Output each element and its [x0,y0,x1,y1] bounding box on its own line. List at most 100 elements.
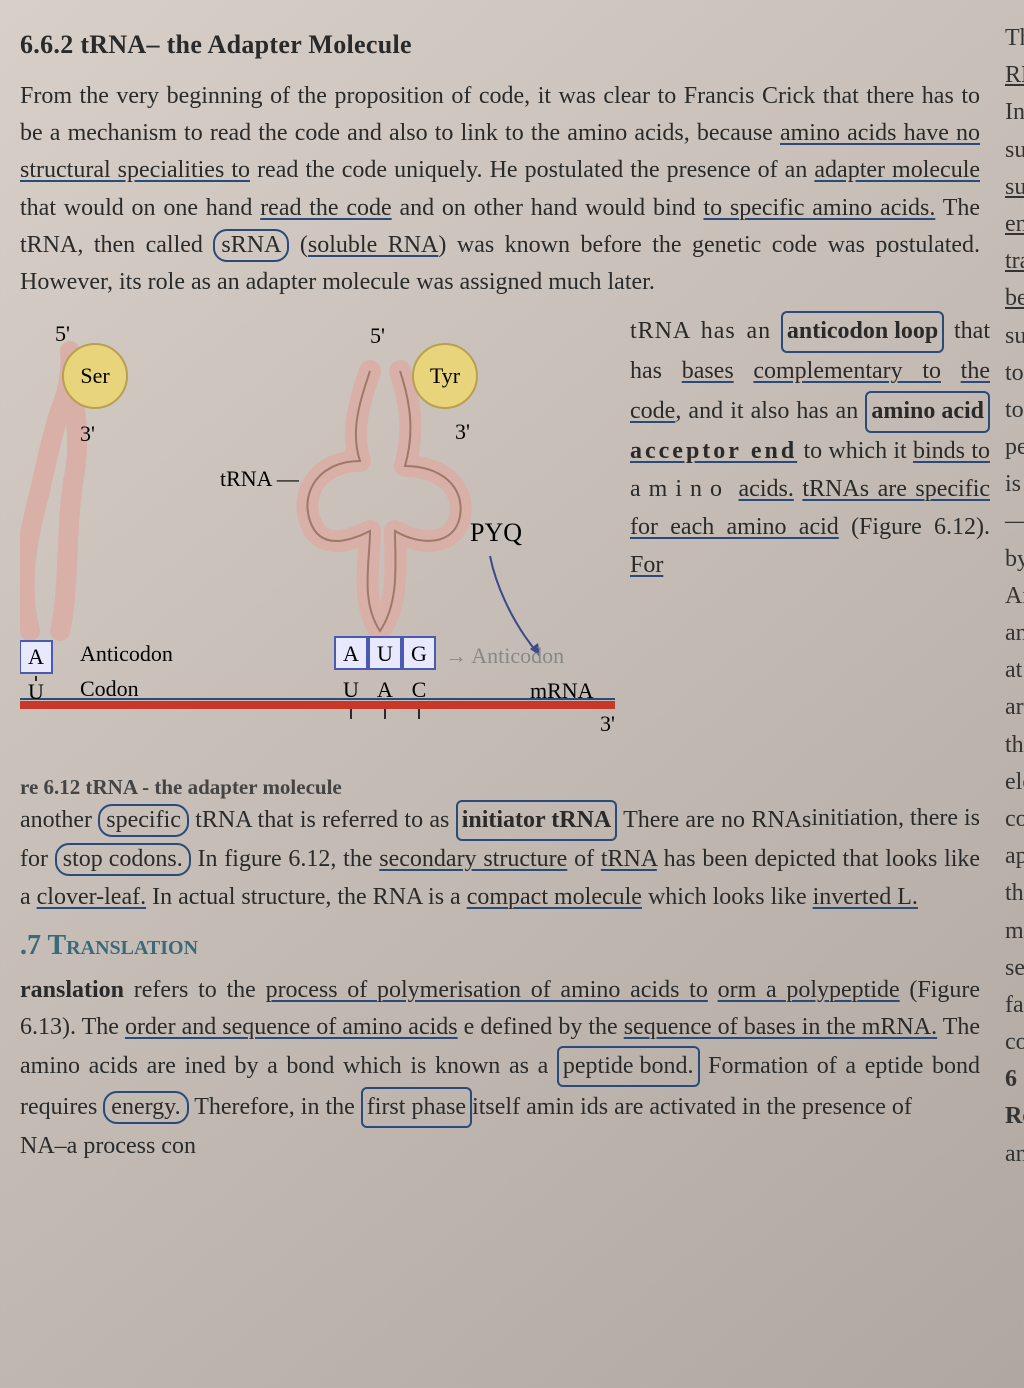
tyr-label: Tyr [430,363,461,388]
text: e defined by the [464,1014,618,1040]
gutter-line: Th [1005,20,1024,57]
gutter-line: tra [1005,243,1024,280]
gutter-line: th [1005,875,1024,912]
ser-label: Ser [80,363,110,388]
gutter-line: fa [1005,987,1024,1024]
circled-stop-codons: stop codons. [55,843,191,876]
right-column-text: tRNA has an anticodon loop that has base… [630,311,990,584]
diagram-row: Ser 5' 3' A U Anticodon Codon Tyr 5' 3' [20,311,1000,771]
underlined-text: For [630,552,663,578]
section-title: tRNA– the Adapter Molecule [80,30,412,59]
paragraph-translation: ranslation refers to the process of poly… [20,972,980,1166]
gutter-line: ap [1005,838,1024,875]
gutter-line: su [1005,318,1024,355]
underlined-text: process of polymerisation of amino acids… [266,977,708,1003]
gutter-line: an [1005,1136,1024,1173]
underlined-text: acids. [739,476,794,502]
gutter-line: RN [1005,57,1024,94]
five-prime-right: 5' [370,323,385,348]
boxed-peptide-bond: peptide bond. [557,1046,700,1087]
underlined-text: read the code [260,195,391,221]
text: of [574,846,594,872]
handwritten-pyq: PYQ [470,518,522,547]
boxed-initiator-trna: initiator tRNA [456,800,618,841]
trna-label: tRNA — [220,466,300,491]
text: that would on one hand [20,195,252,221]
boxed-amino-acid: amino acid [865,391,990,433]
textbook-page: Th RN In su su en tra be su to to pe is … [20,30,1000,1166]
underlined-text: soluble RNA [308,232,438,258]
gutter-line: ele [1005,764,1024,801]
codon-u: U [343,677,359,702]
anticodon-g: G [411,641,427,666]
gutter-line: ar [1005,689,1024,726]
text: ranslation [20,977,124,1003]
handwritten-anticodon: → Anticodon [445,643,564,668]
gutter-line: by [1005,541,1024,578]
gutter-line: an [1005,615,1024,652]
boxed-anticodon-loop: anticodon loop [781,311,944,353]
anticodon-a2: A [343,641,359,666]
underlined-text: order and sequence of amino acids [125,1014,458,1040]
boxed-first-phase: first phase [361,1087,472,1128]
text: refers to the [134,977,256,1003]
underlined-text: adapter molecule [814,157,980,183]
gutter-line: pe [1005,429,1024,466]
text: another [20,807,92,833]
section-heading-translation: .7 Translation [20,930,1000,962]
section-title-2: Translation [48,930,199,961]
underlined-text: inverted L. [813,884,918,910]
mrna-line [20,701,615,709]
codon-label: Codon [80,676,139,701]
gutter-line: — [1005,503,1024,540]
gutter-line: to [1005,355,1024,392]
trna-left: Ser 5' 3' A U Anticodon Codon [20,321,173,704]
section-number-2: .7 [20,930,41,961]
anticodon-boxes: A U G [335,637,435,669]
gutter-line: be [1005,280,1024,317]
text: tRNA has an [630,318,771,344]
paragraph-initiator: initiation, there is another specific tR… [20,800,980,916]
section-heading: 6.6.2 tRNA– the Adapter Molecule [20,30,1000,60]
underlined-text: binds to [913,438,990,464]
figure-caption: re 6.12 tRNA - the adapter molecule [20,775,1000,800]
trna-diagram: Ser 5' 3' A U Anticodon Codon Tyr 5' 3' [20,321,620,761]
underlined-text: for each amino acid [630,514,839,540]
text: amino [630,476,730,502]
anticodon-a: A [28,644,44,669]
text: ( [300,232,308,258]
text: There are no [623,807,745,833]
paragraph-intro: From the very beginning of the propositi… [20,78,980,301]
gutter-line: In [1005,94,1024,131]
underlined-text: to specific amino acids. [703,195,935,221]
text: which looks like [648,884,807,910]
handwritten-arrow [490,556,540,656]
anticodon-u: U [377,641,393,666]
underlined-text: bases [682,358,734,384]
gutter-line: co [1005,801,1024,838]
text: to which it [797,438,907,464]
gutter-line: m [1005,913,1024,950]
gutter-line: Re [1005,1098,1024,1135]
text: ids are activated in the presence of [580,1094,912,1120]
gutter-line: is [1005,466,1024,503]
gutter-line: 6 [1005,1061,1024,1098]
text: In actual structure, the RNA is a [152,884,461,910]
underlined-text: secondary structure [379,846,567,872]
text: (Figure 6.12). [851,514,990,540]
gutter-line: su [1005,132,1024,169]
five-prime-left: 5' [55,321,70,346]
text: NA–a process con [20,1133,196,1159]
caption-text: re 6.12 tRNA - the adapter molecule [20,775,342,799]
gutter-line: en [1005,206,1024,243]
underlined-acceptor-end: acceptor end [630,438,797,464]
underlined-text: tRNAs are specific [802,476,990,502]
text: initiation, there is [811,800,980,837]
text: tRNA that is referred to as [195,807,449,833]
mrna-label: mRNA [530,678,594,703]
circled-energy: energy. [103,1091,188,1124]
text: itself amin [472,1094,574,1120]
anticodon-label: Anticodon [80,641,173,666]
text: , and it also has an [675,398,858,424]
text: Formation of a [708,1053,856,1079]
